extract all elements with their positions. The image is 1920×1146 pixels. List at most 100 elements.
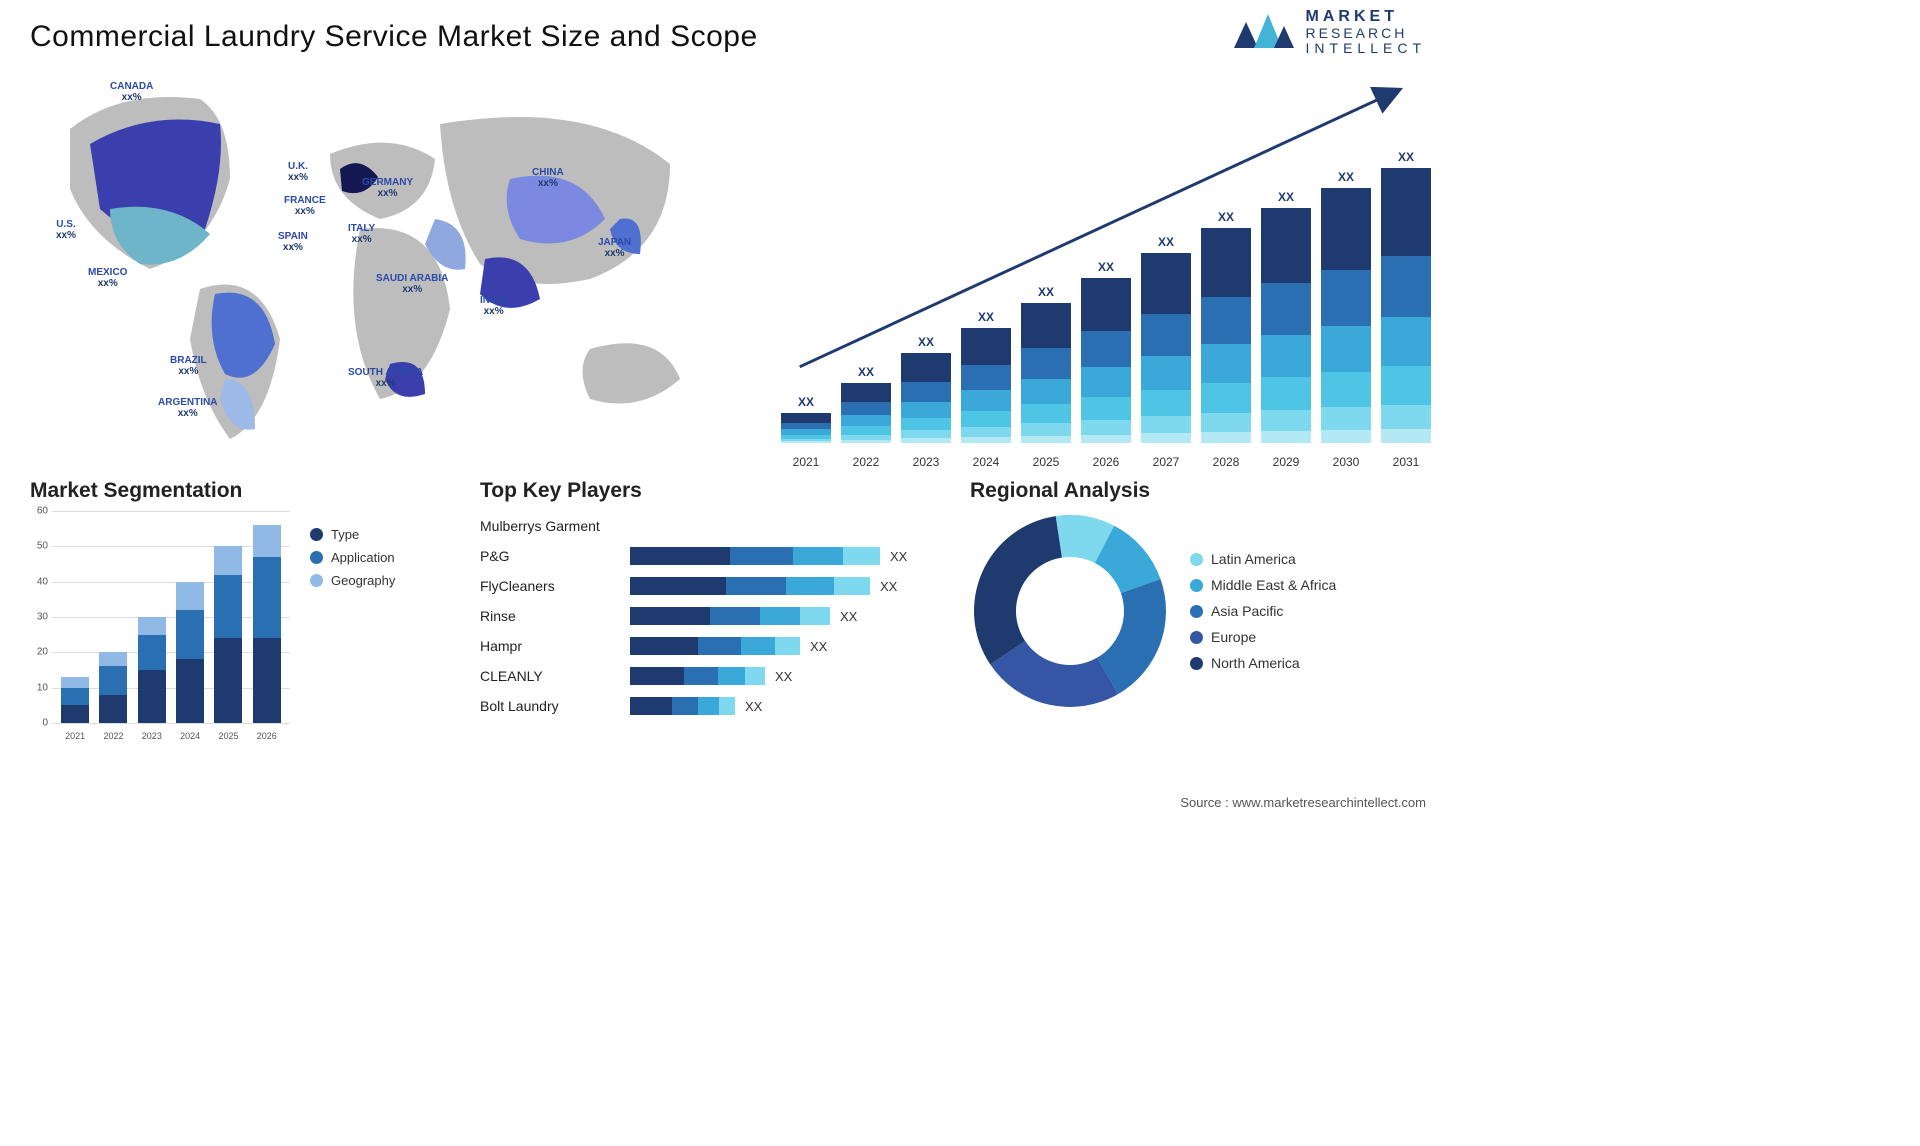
- growth-x-label: 2026: [1080, 455, 1132, 469]
- player-name: Hampr: [480, 638, 630, 654]
- growth-x-label: 2028: [1200, 455, 1252, 469]
- map-label: GERMANYxx%: [362, 177, 413, 199]
- seg-x-label: 2024: [180, 731, 200, 741]
- seg-x-label: 2021: [65, 731, 85, 741]
- player-row: CLEANLY XX: [480, 661, 950, 691]
- player-value: XX: [880, 579, 897, 594]
- region-legend-item: Middle East & Africa: [1190, 577, 1336, 593]
- growth-bar-value: XX: [1218, 210, 1234, 224]
- growth-x-label: 2031: [1380, 455, 1432, 469]
- growth-x-label: 2021: [780, 455, 832, 469]
- player-row: HamprXX: [480, 631, 950, 661]
- map-label: FRANCExx%: [284, 195, 326, 217]
- player-row: P&GXX: [480, 541, 950, 571]
- donut-slice: [974, 516, 1062, 664]
- logo-line3: INTELLECT: [1306, 41, 1426, 56]
- player-bar: [630, 637, 800, 655]
- page-title: Commercial Laundry Service Market Size a…: [30, 20, 1426, 54]
- segmentation-heading: Market Segmentation: [30, 479, 460, 503]
- logo-mark-icon: [1232, 8, 1296, 57]
- player-name: FlyCleaners: [480, 578, 630, 594]
- player-value: XX: [840, 609, 857, 624]
- players-body: Mulberrys GarmentP&GXXFlyCleanersXXRinse…: [480, 511, 950, 721]
- map-label: ARGENTINAxx%: [158, 397, 217, 419]
- growth-bar: XX: [1020, 285, 1072, 443]
- growth-bar: XX: [840, 365, 892, 443]
- growth-x-label: 2027: [1140, 455, 1192, 469]
- seg-y-label: 60: [37, 506, 48, 517]
- player-name: Bolt Laundry: [480, 698, 630, 714]
- growth-bar: XX: [1200, 210, 1252, 443]
- player-bar: [630, 607, 830, 625]
- growth-bar: XX: [1380, 150, 1432, 443]
- regional-body: Latin America Middle East & Africa Asia Pa…: [970, 511, 1420, 711]
- player-row: FlyCleaners XX: [480, 571, 950, 601]
- top-row: CANADAxx%U.S.xx%MEXICOxx%BRAZILxx%ARGENT…: [30, 69, 1426, 469]
- player-value: XX: [775, 669, 792, 684]
- seg-y-label: 50: [37, 541, 48, 552]
- growth-bar-value: XX: [1398, 150, 1414, 164]
- region-legend-item: Asia Pacific: [1190, 603, 1336, 619]
- world-map-panel: CANADAxx%U.S.xx%MEXICOxx%BRAZILxx%ARGENT…: [30, 69, 730, 469]
- player-bar: [630, 667, 765, 685]
- growth-bar: XX: [1140, 235, 1192, 443]
- donut-chart: [970, 511, 1170, 711]
- growth-bar-value: XX: [1158, 235, 1174, 249]
- seg-legend-item: Type: [310, 527, 395, 542]
- growth-bar: XX: [1260, 190, 1312, 443]
- seg-y-label: 10: [37, 682, 48, 693]
- seg-bar: [176, 582, 204, 723]
- growth-bar: XX: [1320, 170, 1372, 443]
- map-label: U.K.xx%: [288, 161, 308, 183]
- page-root: Commercial Laundry Service Market Size a…: [0, 0, 1456, 816]
- seg-y-label: 20: [37, 647, 48, 658]
- seg-y-label: 0: [42, 718, 48, 729]
- player-value: XX: [890, 549, 907, 564]
- seg-x-label: 2026: [257, 731, 277, 741]
- seg-bars: [56, 511, 286, 723]
- growth-bar-value: XX: [1038, 285, 1054, 299]
- growth-bar-value: XX: [978, 310, 994, 324]
- growth-bar-value: XX: [858, 365, 874, 379]
- growth-bar-value: XX: [918, 335, 934, 349]
- map-label: SOUTH AFRICAxx%: [348, 367, 423, 389]
- growth-bar: XX: [780, 395, 832, 443]
- player-name: CLEANLY: [480, 668, 630, 684]
- seg-bar: [99, 652, 127, 723]
- map-label: MEXICOxx%: [88, 267, 127, 289]
- players-panel: Top Key Players Mulberrys GarmentP&GXXFl…: [480, 479, 950, 759]
- growth-x-label: 2030: [1320, 455, 1372, 469]
- map-label: BRAZILxx%: [170, 355, 207, 377]
- player-name: Mulberrys Garment: [480, 518, 630, 534]
- player-row: Rinse XX: [480, 601, 950, 631]
- seg-legend: TypeApplicationGeography: [310, 519, 395, 596]
- growth-bar-value: XX: [798, 395, 814, 409]
- logo-text: MARKET RESEARCH INTELLECT: [1306, 8, 1426, 56]
- regional-heading: Regional Analysis: [970, 479, 1420, 503]
- player-bar: [630, 577, 870, 595]
- growth-bar: XX: [900, 335, 952, 443]
- seg-bar: [214, 546, 242, 723]
- region-legend: Latin America Middle East & Africa Asia Pa…: [1190, 541, 1336, 681]
- region-legend-item: Europe: [1190, 629, 1336, 645]
- seg-bar: [253, 525, 281, 723]
- player-name: Rinse: [480, 608, 630, 624]
- player-bar: [630, 547, 880, 565]
- growth-x-label: 2029: [1260, 455, 1312, 469]
- seg-y-label: 40: [37, 576, 48, 587]
- seg-y-axis: 0102030405060: [30, 511, 52, 723]
- map-label: ITALYxx%: [348, 223, 375, 245]
- seg-bar: [61, 677, 89, 723]
- growth-x-label: 2023: [900, 455, 952, 469]
- segmentation-panel: Market Segmentation 0 10 20 30 40 50 60 2021 20…: [30, 479, 460, 759]
- brand-logo: MARKET RESEARCH INTELLECT: [1232, 8, 1426, 57]
- map-label: CANADAxx%: [110, 81, 153, 103]
- map-label: INDIAxx%: [480, 295, 507, 317]
- map-label: CHINAxx%: [532, 167, 564, 189]
- player-row: Mulberrys Garment: [480, 511, 950, 541]
- growth-x-label: 2022: [840, 455, 892, 469]
- seg-x-label: 2025: [218, 731, 238, 741]
- seg-y-label: 30: [37, 612, 48, 623]
- region-legend-item: Latin America: [1190, 551, 1336, 567]
- growth-bar: XX: [1080, 260, 1132, 443]
